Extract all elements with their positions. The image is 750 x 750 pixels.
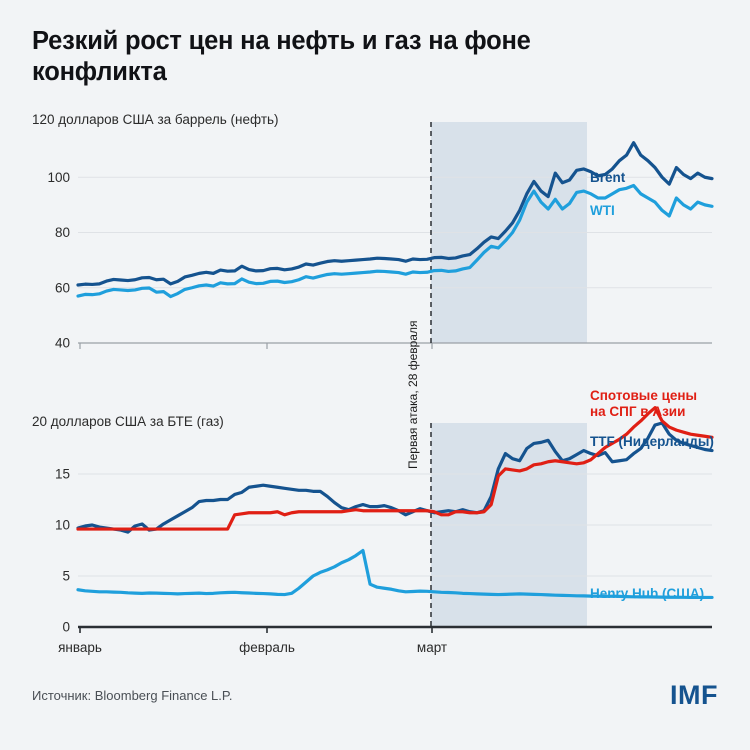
legend-lng-asia-line2: на СПГ в Азии: [590, 404, 686, 420]
svg-text:10: 10: [55, 518, 70, 533]
svg-text:40: 40: [55, 336, 70, 351]
legend-wti: WTI: [590, 203, 615, 218]
svg-text:80: 80: [55, 225, 70, 240]
svg-text:15: 15: [55, 467, 70, 482]
gas-axis-note: 20 долларов США за БТЕ (газ): [32, 414, 224, 429]
legend-ttf: TTF (Нидерланды): [590, 434, 714, 449]
x-tick-label-jan: январь: [58, 640, 102, 655]
x-tick-label-feb: февраль: [239, 640, 295, 655]
x-tick-label-mar: март: [416, 640, 448, 655]
legend-henry-hub: Henry Hub (США): [590, 586, 705, 601]
svg-text:0: 0: [62, 620, 70, 635]
event-annotation-label: Первая атака, 28 февраля: [406, 320, 420, 469]
legend-brent: Brent: [590, 170, 626, 185]
svg-text:100: 100: [47, 170, 70, 185]
svg-text:60: 60: [55, 280, 70, 295]
page-title: Резкий рост цен на нефть и газ на фоне к…: [32, 27, 531, 87]
imf-logo: IMF: [670, 680, 718, 710]
legend-lng-asia-line1: Спотовые цены: [590, 388, 698, 403]
source-note: Источник: Bloomberg Finance L.P.: [32, 688, 233, 703]
oil-axis-note: 120 долларов США за баррель (нефть): [32, 112, 279, 127]
svg-text:5: 5: [62, 569, 70, 584]
legend-lng-asia: Спотовые цены на СПГ в Азии: [590, 388, 740, 421]
